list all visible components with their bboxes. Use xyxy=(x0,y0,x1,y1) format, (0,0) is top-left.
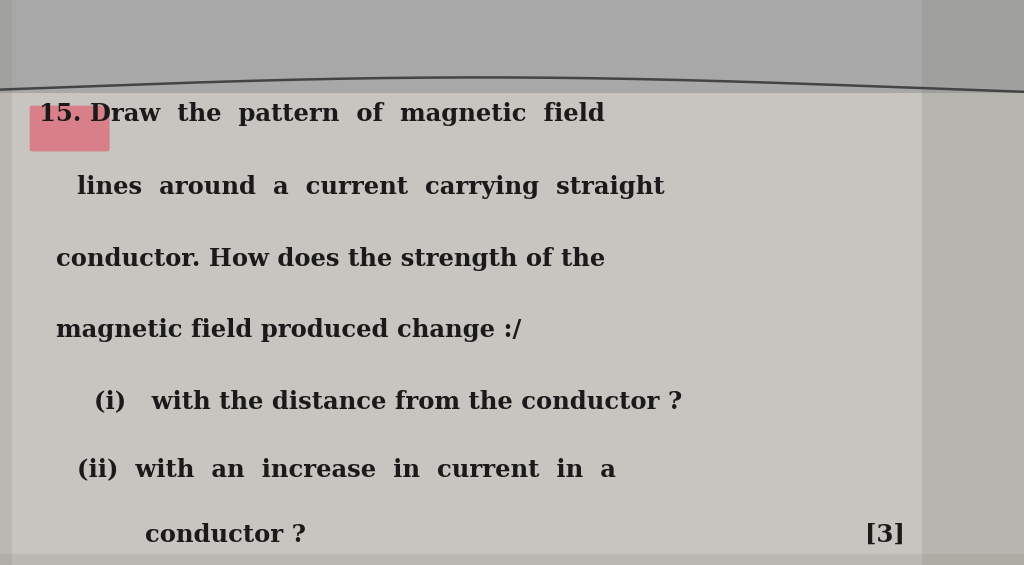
Text: (i)   with the distance from the conductor ?: (i) with the distance from the conductor… xyxy=(94,389,682,412)
Text: conductor. How does the strength of the: conductor. How does the strength of the xyxy=(56,247,605,271)
FancyBboxPatch shape xyxy=(30,106,110,151)
Bar xyxy=(922,0,1024,565)
Bar xyxy=(0,0,12,565)
Text: [3]: [3] xyxy=(865,523,905,546)
Bar xyxy=(0,0,1024,93)
Text: lines  around  a  current  carrying  straight: lines around a current carrying straight xyxy=(77,175,665,199)
Text: magnetic field produced change :/: magnetic field produced change :/ xyxy=(56,318,521,342)
Bar xyxy=(0,554,1024,565)
Text: 15. Draw  the  pattern  of  magnetic  field: 15. Draw the pattern of magnetic field xyxy=(39,102,605,125)
Text: conductor ?: conductor ? xyxy=(77,523,306,546)
Text: (ii)  with  an  increase  in  current  in  a: (ii) with an increase in current in a xyxy=(77,458,615,481)
